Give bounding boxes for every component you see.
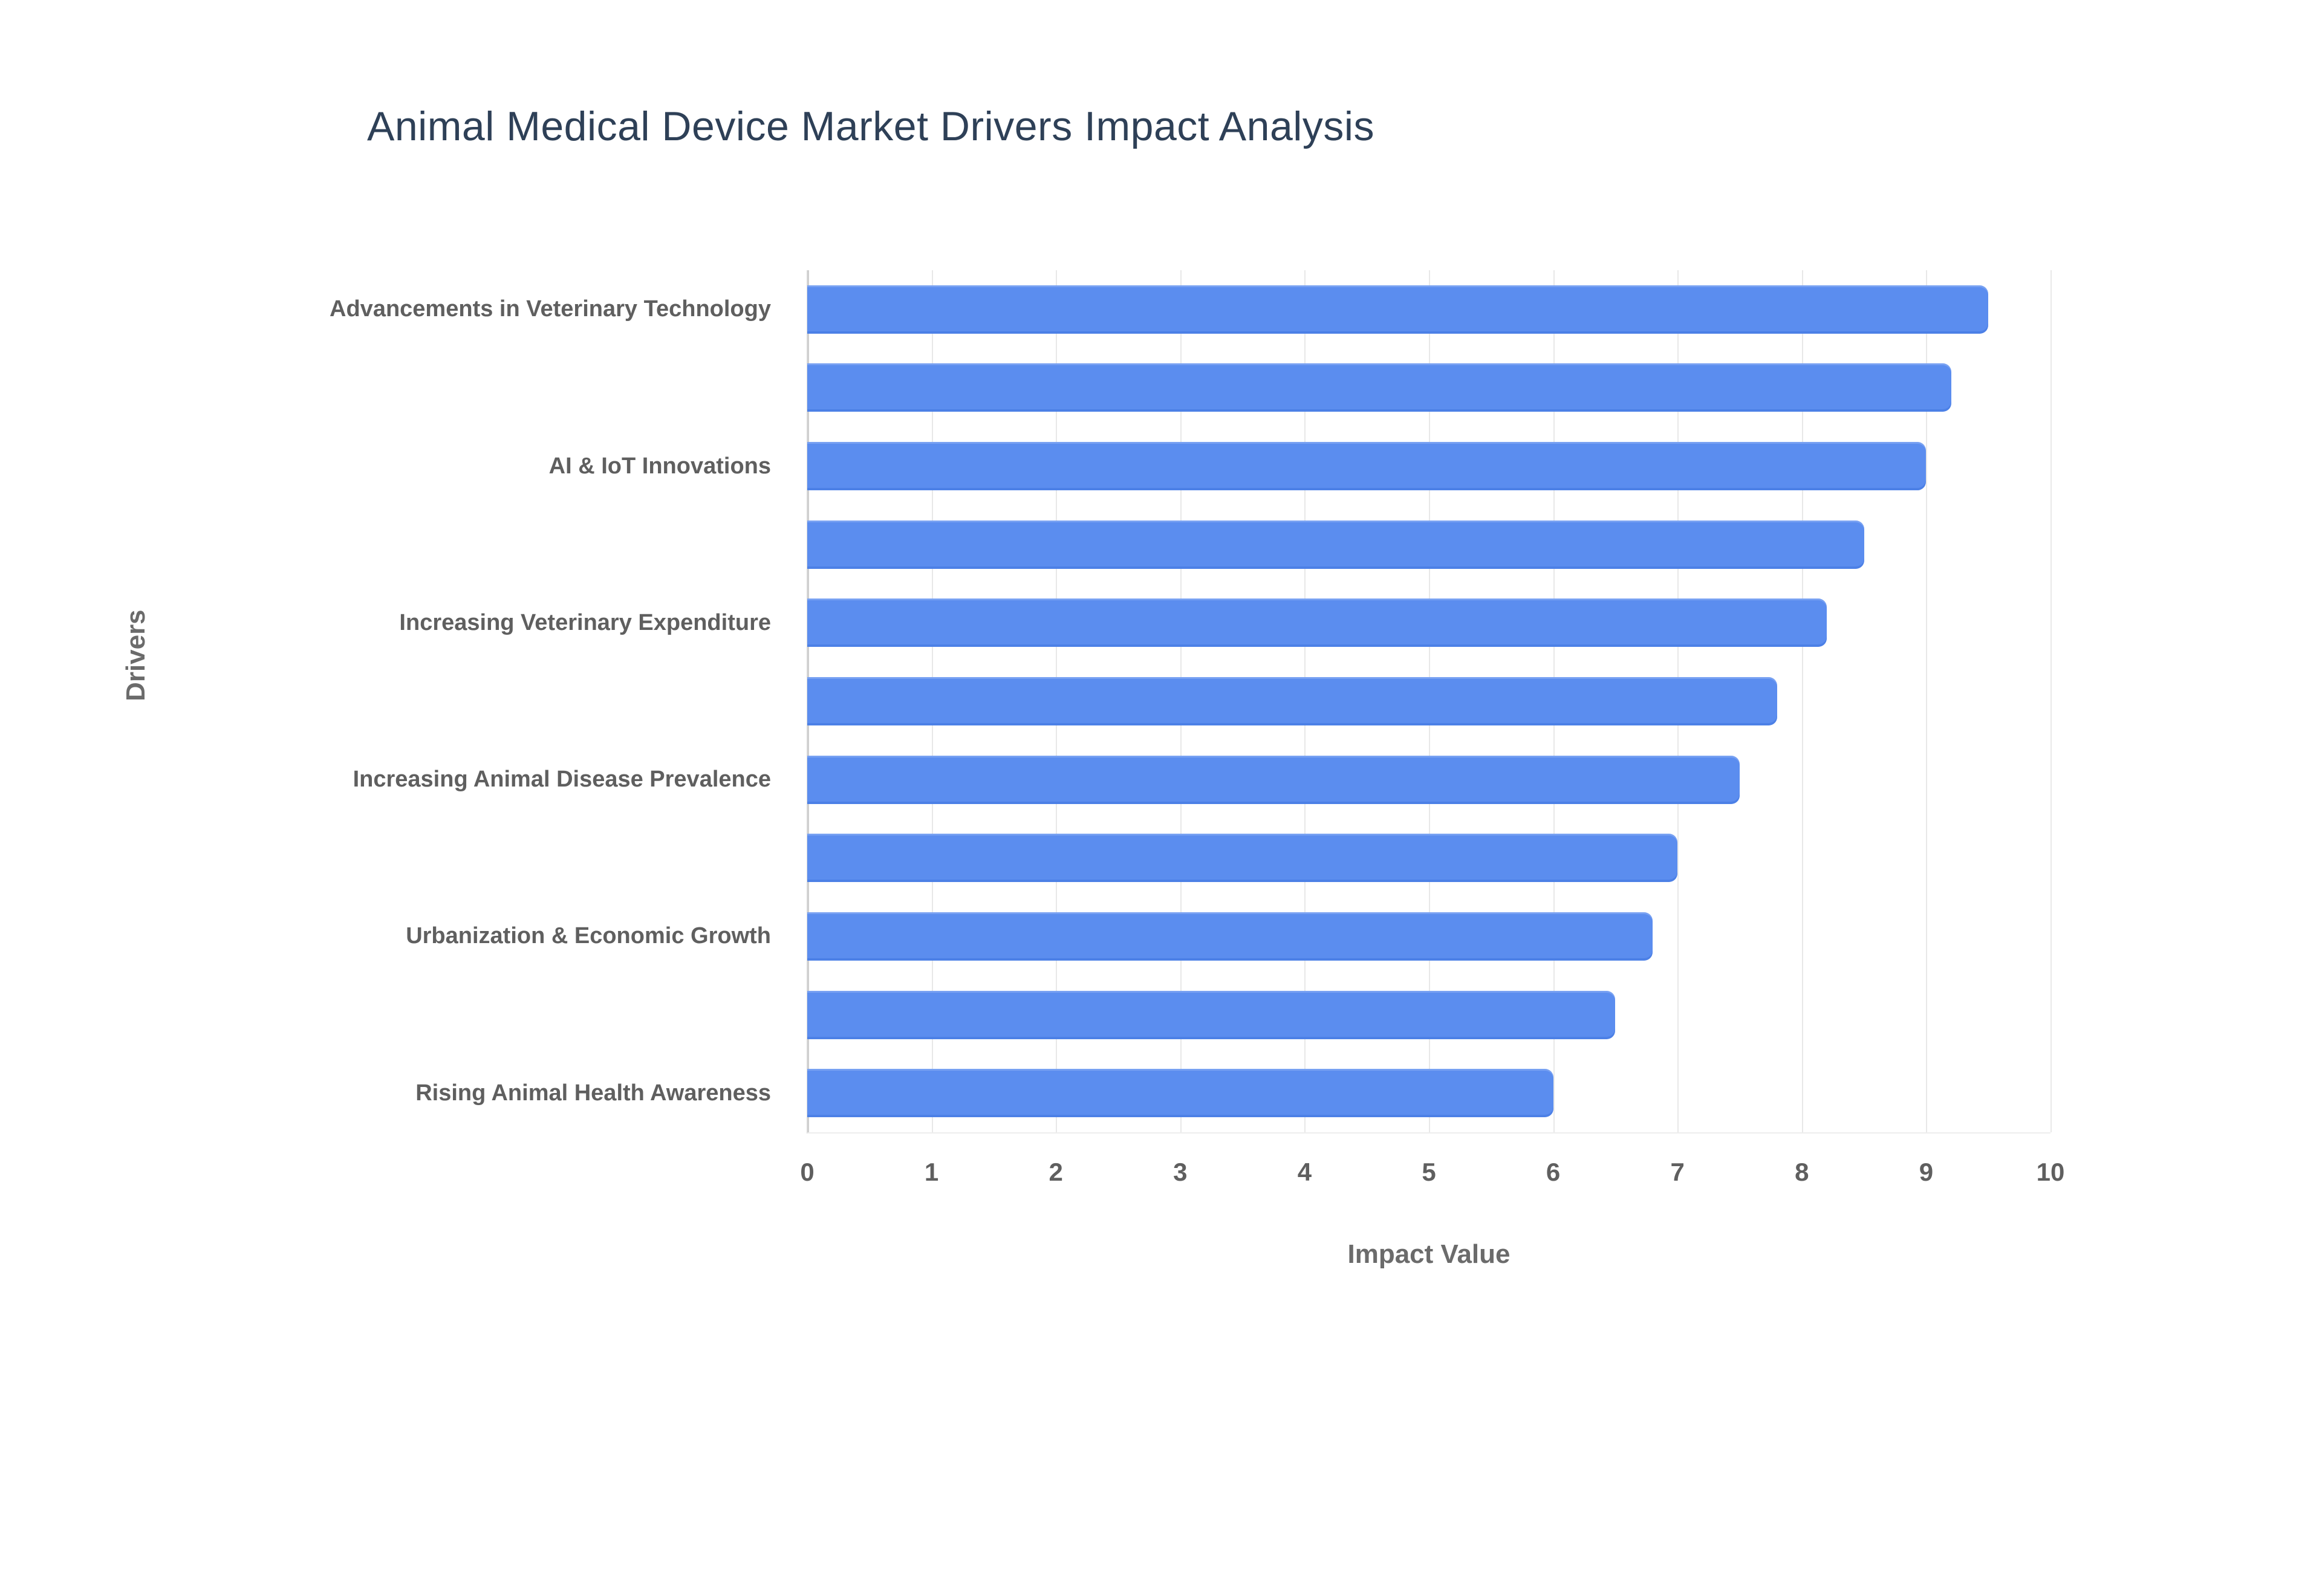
- bar[interactable]: [807, 677, 1777, 725]
- bar-fill: [807, 1069, 1553, 1118]
- y-axis-title: Drivers: [121, 609, 151, 701]
- y-tick-label: Increasing Veterinary Expenditure: [399, 609, 771, 635]
- y-tick-label: Advancements in Veterinary Technology: [330, 296, 771, 322]
- bar[interactable]: [807, 520, 1864, 569]
- x-tick-label: 5: [1422, 1158, 1436, 1186]
- y-tick-label: Rising Animal Health Awareness: [415, 1080, 771, 1106]
- x-tick-label: 8: [1795, 1158, 1809, 1186]
- bar-fill: [807, 755, 1740, 804]
- bar[interactable]: [807, 442, 1927, 491]
- bar[interactable]: [807, 755, 1740, 804]
- x-tick-label: 2: [1049, 1158, 1063, 1186]
- bar-fill: [807, 442, 1927, 491]
- bar[interactable]: [807, 1069, 1553, 1118]
- x-tick-label: 0: [800, 1158, 815, 1186]
- bar-fill: [807, 834, 1678, 883]
- bar[interactable]: [807, 598, 1827, 647]
- bar[interactable]: [807, 990, 1616, 1039]
- gridline-x-9: [1926, 270, 1928, 1132]
- x-tick-label: 10: [2036, 1158, 2065, 1186]
- bar-fill: [807, 990, 1616, 1039]
- bar[interactable]: [807, 834, 1678, 883]
- bar-fill: [807, 598, 1827, 647]
- x-axis-line: [807, 1132, 2050, 1134]
- y-tick-label: Urbanization & Economic Growth: [406, 923, 771, 949]
- gridline-x-8: [1801, 270, 1803, 1132]
- bar-fill: [807, 677, 1777, 725]
- plot-area: [807, 270, 2052, 1132]
- bar-fill: [807, 520, 1864, 569]
- bar-fill: [807, 912, 1653, 961]
- bar-fill: [807, 285, 1989, 334]
- x-tick-label: 3: [1173, 1158, 1188, 1186]
- y-tick-label: Increasing Animal Disease Prevalence: [353, 767, 771, 793]
- chart-title: Animal Medical Device Market Drivers Imp…: [366, 103, 1375, 149]
- x-tick-label: 7: [1670, 1158, 1685, 1186]
- bar[interactable]: [807, 363, 1951, 412]
- bar-fill: [807, 363, 1951, 412]
- x-axis-title: Impact Value: [1347, 1239, 1511, 1269]
- y-tick-label: AI & IoT Innovations: [548, 453, 771, 479]
- bar[interactable]: [807, 912, 1653, 961]
- bar[interactable]: [807, 285, 1989, 334]
- gridline-x-10: [2050, 270, 2052, 1132]
- x-axis-tick-labels: 0 1 2 3 4 5 6 7 8 9 10: [800, 1158, 2064, 1200]
- x-tick-label: 1: [924, 1158, 939, 1186]
- x-tick-label: 6: [1546, 1158, 1561, 1186]
- x-tick-label: 4: [1297, 1158, 1312, 1186]
- y-axis-tick-labels: Advancements in Veterinary Technology AI …: [230, 270, 786, 1132]
- x-tick-label: 9: [1919, 1158, 1934, 1186]
